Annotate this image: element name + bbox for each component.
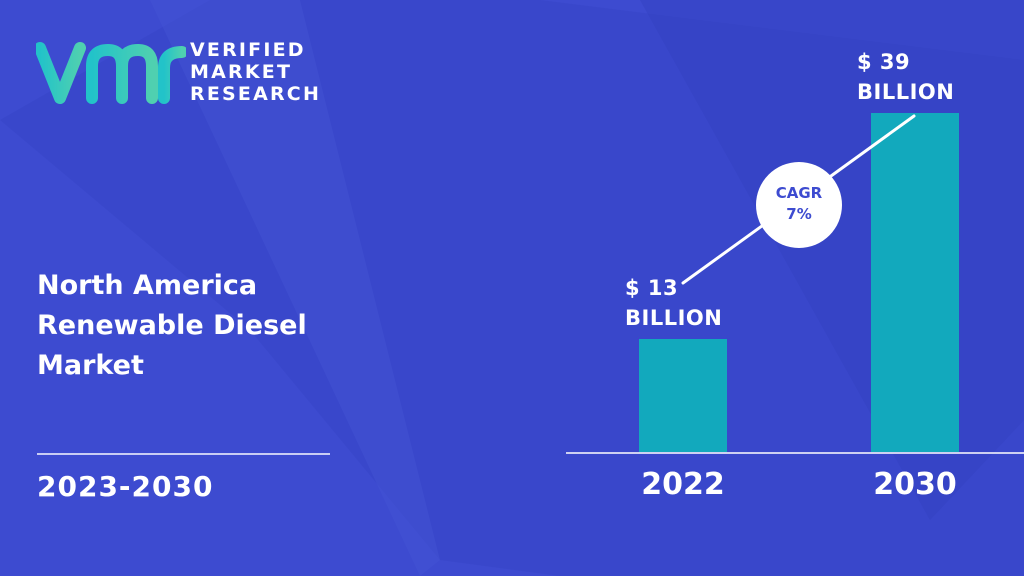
x-tick-label-2030: 2030: [873, 467, 957, 502]
title-line-2: Renewable Diesel: [37, 310, 307, 341]
cagr-badge: [756, 162, 842, 248]
data-label-unit-2030: BILLION: [857, 80, 954, 104]
vmr-logo: [36, 42, 186, 104]
title-line-3: Market: [37, 350, 144, 381]
brand-wordmark: VERIFIED MARKET RESEARCH: [190, 39, 321, 105]
title-line-1: North America: [37, 270, 258, 301]
brand-line-1: VERIFIED: [190, 39, 306, 61]
data-label-value-2022: $ 13: [625, 276, 678, 300]
cagr-value: 7%: [786, 205, 811, 223]
brand-line-3: RESEARCH: [190, 83, 322, 105]
bar-2030: [871, 113, 959, 452]
data-label-unit-2022: BILLION: [625, 306, 722, 330]
title-divider: [37, 453, 330, 455]
x-tick-label-2022: 2022: [641, 467, 725, 502]
cagr-label: CAGR: [776, 184, 823, 202]
bar-2022: [639, 339, 727, 452]
data-label-value-2030: $ 39: [857, 50, 910, 74]
forecast-period: 2023-2030: [37, 470, 214, 503]
brand-line-2: MARKET: [190, 61, 293, 83]
report-title: North America Renewable Diesel Market: [37, 266, 357, 386]
